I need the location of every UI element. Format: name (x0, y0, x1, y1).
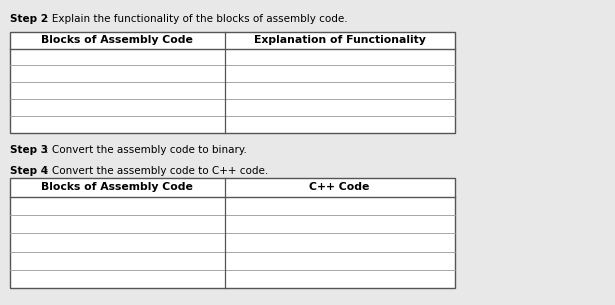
Text: Blocks of Assembly Code: Blocks of Assembly Code (41, 35, 193, 45)
Text: Step 2: Step 2 (10, 14, 48, 24)
Bar (10, 178, 454, 288)
Text: Step 4: Step 4 (10, 166, 48, 176)
Text: Step 3: Step 3 (10, 145, 48, 155)
Text: : Explain the functionality of the blocks of assembly code.: : Explain the functionality of the block… (45, 14, 347, 24)
Text: Blocks of Assembly Code: Blocks of Assembly Code (41, 182, 193, 192)
Text: C++ Code: C++ Code (309, 182, 370, 192)
Text: : Convert the assembly code to binary.: : Convert the assembly code to binary. (45, 145, 247, 155)
Text: : Convert the assembly code to C++ code.: : Convert the assembly code to C++ code. (45, 166, 268, 176)
Text: Explanation of Functionality: Explanation of Functionality (253, 35, 426, 45)
Bar (10, 32, 454, 133)
